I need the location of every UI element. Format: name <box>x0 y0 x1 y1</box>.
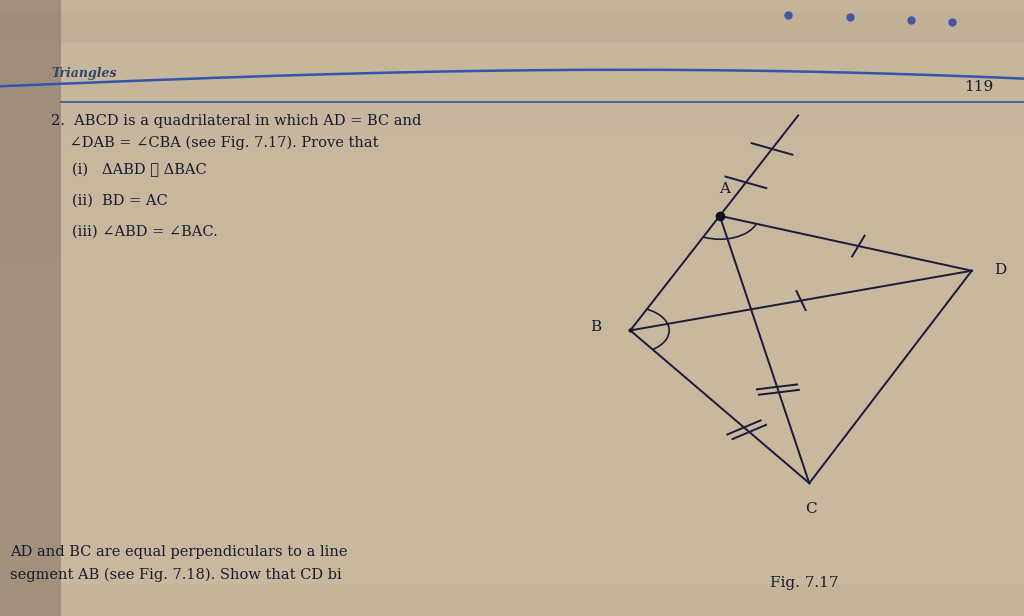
Text: (i)   ΔABD ≅ ΔBAC: (i) ΔABD ≅ ΔBAC <box>72 163 207 177</box>
Text: A: A <box>720 182 730 196</box>
Bar <box>0 25 1024 37</box>
Bar <box>0 0 61 616</box>
Text: B: B <box>591 320 602 334</box>
Bar <box>0 136 1024 148</box>
Bar <box>0 197 1024 209</box>
Bar <box>0 222 1024 234</box>
Bar <box>0 62 1024 74</box>
Text: (ii)  BD = AC: (ii) BD = AC <box>72 194 168 208</box>
Bar <box>0 99 1024 111</box>
Text: AD and BC are equal perpendiculars to a line: AD and BC are equal perpendiculars to a … <box>10 545 348 559</box>
Bar <box>0 111 1024 123</box>
Bar <box>0 12 1024 25</box>
Bar <box>0 160 1024 172</box>
Bar <box>0 148 1024 160</box>
Text: ∠DAB = ∠CBA (see Fig. 7.17). Prove that: ∠DAB = ∠CBA (see Fig. 7.17). Prove that <box>51 136 379 150</box>
Bar <box>0 185 1024 197</box>
Bar <box>0 172 1024 185</box>
Text: D: D <box>994 262 1007 277</box>
Text: Fig. 7.17: Fig. 7.17 <box>770 576 838 590</box>
Text: (iii) ∠ABD = ∠BAC.: (iii) ∠ABD = ∠BAC. <box>72 225 217 239</box>
Text: 2.  ABCD is a quadrilateral in which AD = BC and: 2. ABCD is a quadrilateral in which AD =… <box>51 114 422 128</box>
Bar <box>0 37 1024 49</box>
Bar <box>0 234 1024 246</box>
Bar <box>0 86 1024 99</box>
Bar <box>61 43 1024 585</box>
Bar <box>0 49 1024 62</box>
Text: segment AB (see Fig. 7.18). Show that CD bi: segment AB (see Fig. 7.18). Show that CD… <box>10 568 342 582</box>
Text: C: C <box>806 501 817 516</box>
Bar <box>0 123 1024 136</box>
Text: Triangles: Triangles <box>51 67 117 80</box>
Bar <box>0 246 1024 259</box>
Bar <box>0 209 1024 222</box>
Text: 119: 119 <box>964 80 993 94</box>
Bar <box>0 74 1024 86</box>
